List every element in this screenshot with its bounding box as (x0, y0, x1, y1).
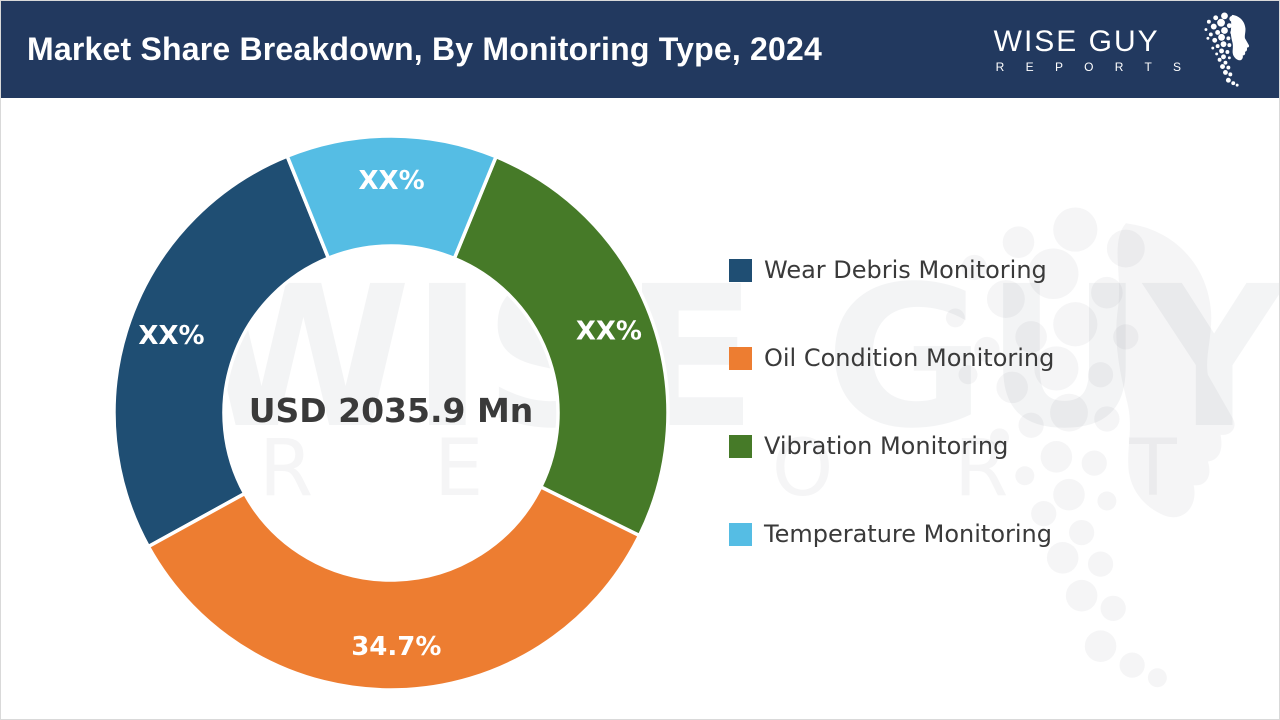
donut-segment-wear-debris-monitoring (112, 153, 331, 549)
donut-segment-value: XX% (576, 317, 642, 347)
legend-label: Vibration Monitoring (764, 432, 1009, 460)
brand-name: WISE GUY (993, 24, 1160, 58)
legend-item-wear-debris: Wear Debris Monitoring (729, 256, 1054, 284)
chart-area: WISE GUY R E P O R T S XX%34.7%XX%XX% US… (1, 98, 1279, 719)
header: Market Share Breakdown, By Monitoring Ty… (1, 1, 1279, 98)
donut-segment-vibration-monitoring (452, 154, 670, 538)
legend-item-temperature: Temperature Monitoring (729, 520, 1054, 548)
donut-segment-value: XX% (138, 321, 204, 351)
brand-face-icon (1204, 11, 1250, 87)
legend-swatch-oil-condition (729, 346, 752, 370)
legend-item-vibration: Vibration Monitoring (729, 432, 1054, 460)
donut-center-value: USD 2035.9 Mn (248, 391, 534, 430)
legend-label: Wear Debris Monitoring (764, 256, 1047, 284)
legend-item-oil-condition: Oil Condition Monitoring (729, 344, 1054, 372)
donut-segment-oil-condition-monitoring (145, 484, 642, 692)
brand-logo: WISE GUY R E P O R T S (994, 11, 1253, 89)
legend: Wear Debris Monitoring Oil Condition Mon… (729, 256, 1054, 548)
donut-segment-value: XX% (359, 166, 425, 196)
legend-swatch-wear-debris (729, 258, 752, 282)
legend-label: Temperature Monitoring (764, 520, 1052, 548)
brand-text: WISE GUY R E P O R T S (993, 24, 1190, 74)
legend-swatch-temperature (729, 522, 752, 546)
donut-segment-temperature-monitoring (284, 134, 499, 261)
donut-segment-value: 34.7% (351, 632, 441, 662)
legend-swatch-vibration (729, 434, 752, 458)
brand-subname: R E P O R T S (995, 59, 1190, 74)
legend-label: Oil Condition Monitoring (764, 344, 1055, 372)
donut-chart: XX% 34.7% XX% XX% (112, 134, 670, 692)
page-title: Market Share Breakdown, By Monitoring Ty… (27, 31, 822, 67)
